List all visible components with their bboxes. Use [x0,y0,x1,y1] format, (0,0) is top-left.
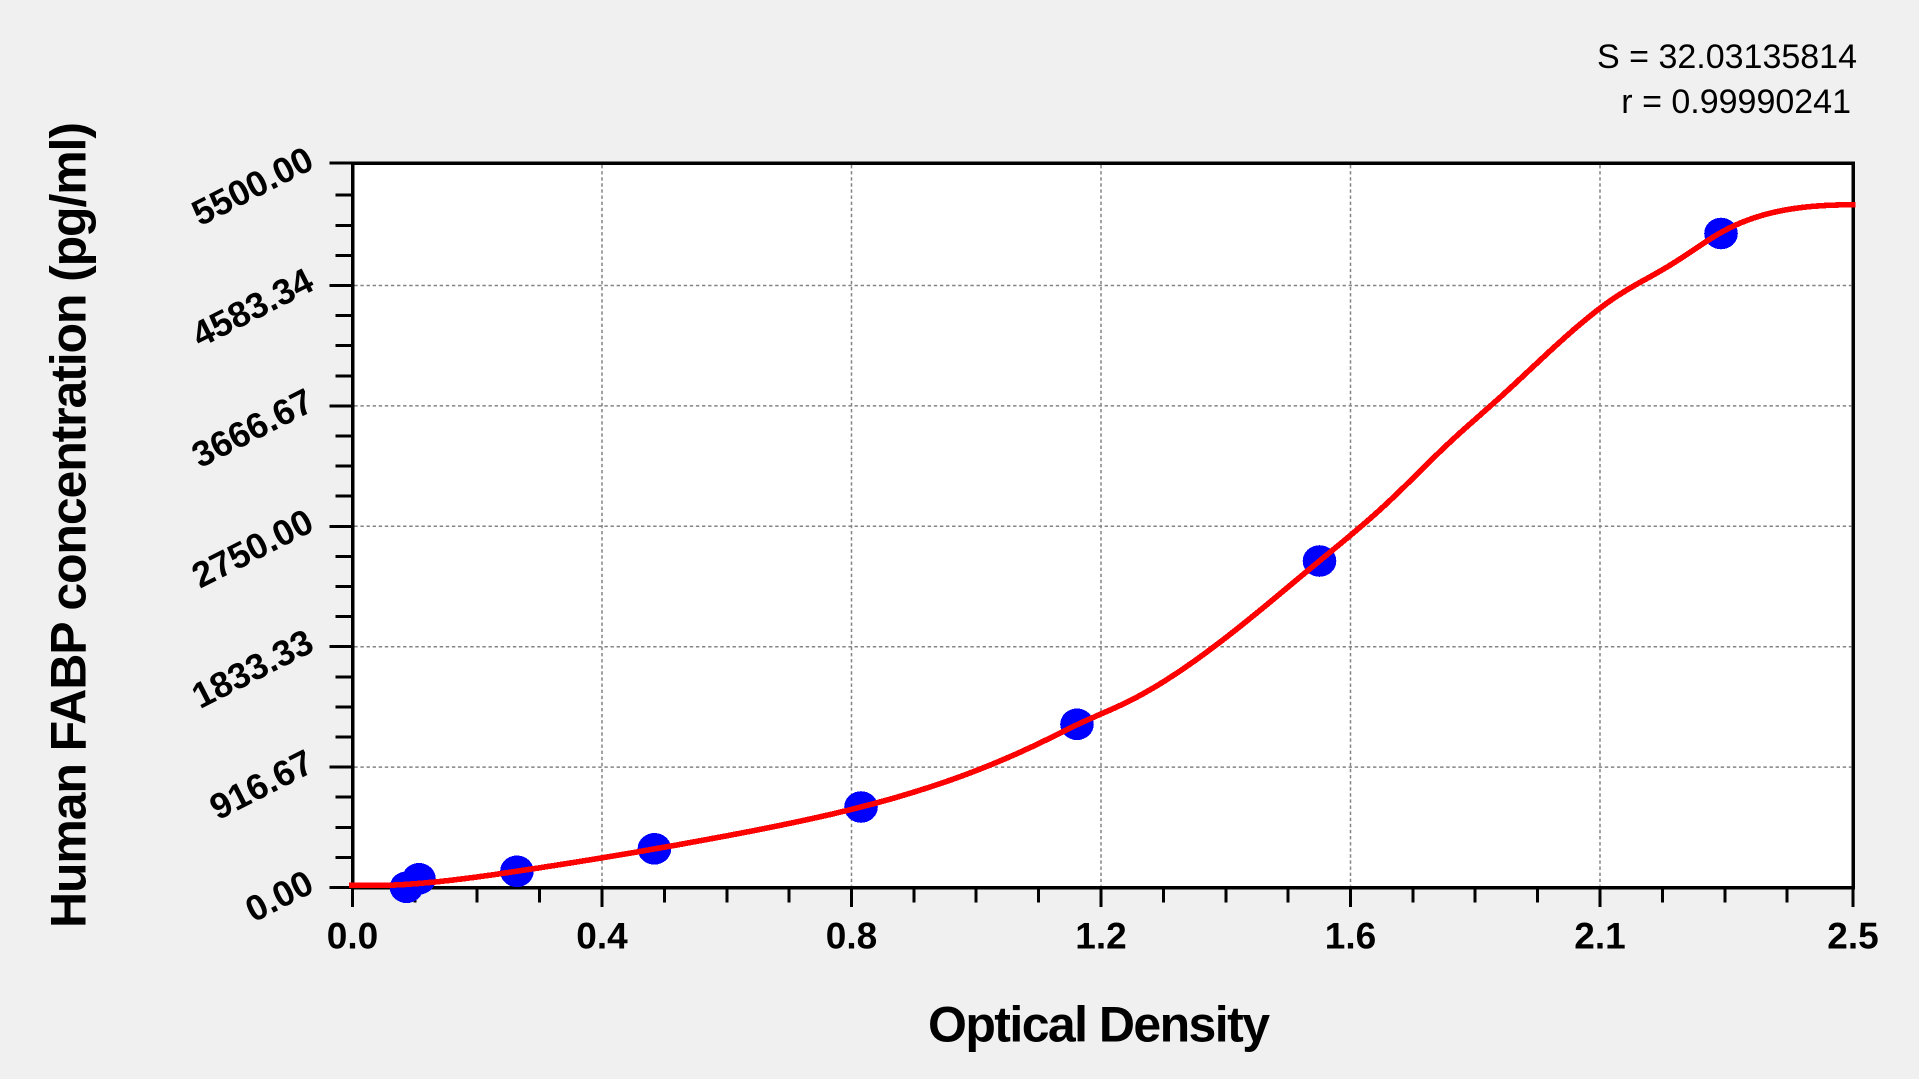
svg-text:S = 32.03135814: S = 32.03135814 [1597,38,1857,76]
svg-text:2.1: 2.1 [1574,916,1625,957]
svg-text:1.6: 1.6 [1325,916,1376,957]
svg-text:1.2: 1.2 [1075,916,1126,957]
svg-text:Optical Density: Optical Density [928,997,1270,1053]
svg-text:Human FABP concentration (pg/m: Human FABP concentration (pg/ml) [41,122,97,928]
svg-text:0.4: 0.4 [576,916,628,957]
svg-text:2.5: 2.5 [1827,916,1878,957]
svg-text:r = 0.99990241: r = 0.99990241 [1621,83,1851,121]
svg-text:0.0: 0.0 [327,916,378,957]
svg-text:0.8: 0.8 [826,916,877,957]
